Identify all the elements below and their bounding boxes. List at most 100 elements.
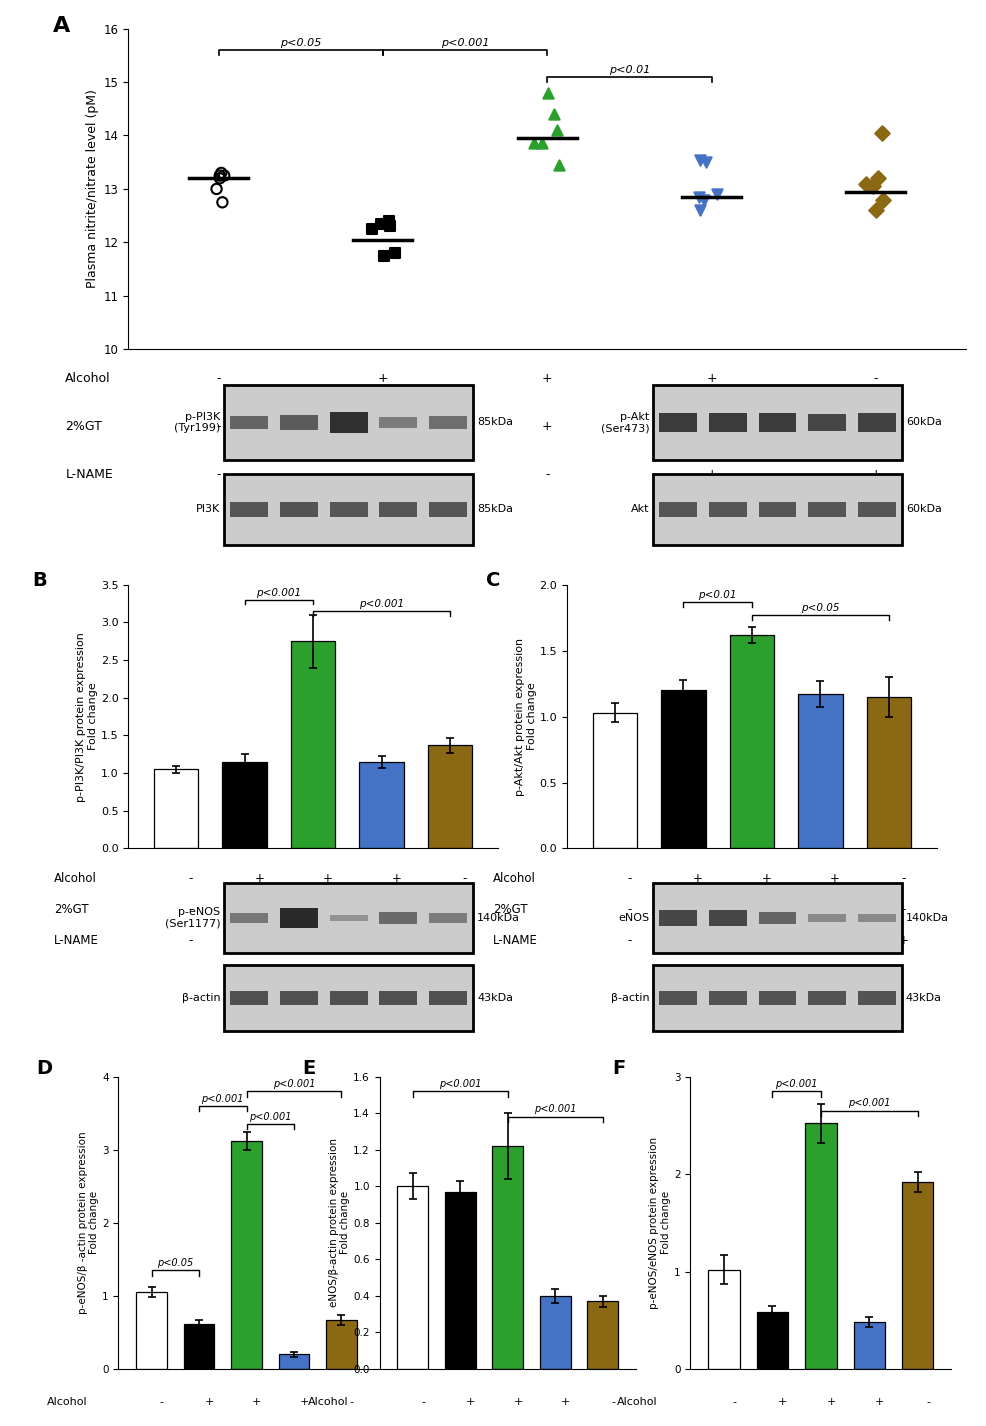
Text: +: +: [693, 873, 703, 886]
Text: PI3K: PI3K: [196, 505, 220, 515]
Point: [869, 200, 884, 222]
Text: E: E: [303, 1060, 316, 1078]
Bar: [225, 473, 473, 545]
Bar: [359, 761, 404, 848]
Text: β-actin: β-actin: [181, 992, 220, 1002]
Bar: [429, 502, 467, 516]
Text: Alcohol: Alcohol: [493, 873, 535, 886]
Bar: [758, 414, 797, 432]
Bar: [291, 642, 335, 848]
Bar: [136, 1292, 167, 1369]
Text: p<0.01: p<0.01: [608, 64, 650, 74]
Bar: [858, 991, 896, 1005]
Text: 2%GT: 2%GT: [65, 419, 103, 434]
Text: -: -: [381, 419, 386, 434]
Y-axis label: Plasma nitrite/nitrate level (pM): Plasma nitrite/nitrate level (pM): [87, 90, 100, 288]
Text: -: -: [696, 903, 700, 915]
Bar: [661, 690, 706, 848]
Text: eNOS: eNOS: [618, 913, 649, 923]
Text: A: A: [53, 16, 70, 36]
Point: [866, 175, 881, 198]
Text: +: +: [875, 1396, 884, 1406]
Text: L-NAME: L-NAME: [65, 468, 113, 481]
Point: [698, 151, 714, 174]
Text: +: +: [706, 468, 717, 481]
Text: +: +: [322, 903, 333, 915]
Text: -: -: [188, 873, 193, 886]
Bar: [858, 914, 896, 923]
Bar: [654, 883, 902, 953]
Text: Alcohol: Alcohol: [54, 873, 97, 886]
Text: +: +: [830, 873, 840, 886]
Bar: [225, 385, 473, 461]
Text: -: -: [901, 873, 906, 886]
Text: 85kDa: 85kDa: [477, 505, 513, 515]
Point: [364, 218, 380, 241]
Text: F: F: [611, 1060, 625, 1078]
Point: [876, 188, 891, 211]
Point: [691, 185, 707, 208]
Bar: [758, 991, 797, 1005]
Text: -: -: [421, 1396, 425, 1406]
Text: C: C: [485, 572, 500, 590]
Bar: [231, 416, 268, 429]
Text: +: +: [378, 372, 388, 385]
Text: 60kDa: 60kDa: [906, 418, 942, 428]
Bar: [428, 746, 472, 848]
Bar: [660, 991, 697, 1005]
Text: p-Akt
(Ser473): p-Akt (Ser473): [600, 412, 649, 434]
Point: [209, 177, 225, 200]
Bar: [709, 502, 746, 516]
Text: -: -: [926, 1396, 930, 1406]
Text: p<0.001: p<0.001: [534, 1105, 577, 1115]
Bar: [588, 1302, 618, 1369]
Text: Alcohol: Alcohol: [617, 1396, 658, 1406]
Bar: [280, 991, 317, 1005]
Text: p<0.001: p<0.001: [439, 1079, 481, 1089]
Bar: [709, 414, 746, 432]
Point: [376, 244, 391, 267]
Point: [212, 164, 228, 187]
Text: p<0.001: p<0.001: [256, 588, 302, 597]
Text: +: +: [898, 934, 908, 947]
Bar: [758, 502, 797, 516]
Bar: [329, 502, 368, 516]
Bar: [708, 1269, 740, 1369]
Text: -: -: [874, 419, 879, 434]
Text: p-PI3K
(Tyr199): p-PI3K (Tyr199): [174, 412, 220, 434]
Y-axis label: p-Akt/Akt protein expression
Fold change: p-Akt/Akt protein expression Fold change: [515, 637, 536, 796]
Point: [870, 167, 885, 190]
Text: -: -: [188, 903, 193, 915]
Point: [696, 188, 712, 211]
Bar: [380, 418, 417, 428]
Text: -: -: [696, 934, 700, 947]
Text: -: -: [188, 934, 193, 947]
Point: [383, 215, 398, 238]
Bar: [222, 761, 267, 848]
Bar: [280, 908, 317, 928]
Text: Alcohol: Alcohol: [308, 1396, 348, 1406]
Text: +: +: [778, 1396, 788, 1406]
Text: p<0.001: p<0.001: [359, 599, 404, 609]
Text: p<0.001: p<0.001: [249, 1112, 292, 1122]
Text: p<0.001: p<0.001: [775, 1079, 818, 1089]
Point: [692, 200, 708, 222]
Bar: [660, 910, 697, 925]
Bar: [329, 914, 368, 921]
Text: -: -: [216, 372, 221, 385]
Text: -: -: [874, 372, 879, 385]
Text: +: +: [871, 468, 881, 481]
Text: p<0.05: p<0.05: [801, 603, 839, 613]
Text: +: +: [322, 873, 333, 886]
Bar: [429, 991, 467, 1005]
Bar: [429, 913, 467, 923]
Point: [710, 183, 726, 205]
Text: 43kDa: 43kDa: [906, 992, 942, 1002]
Point: [527, 133, 542, 155]
Bar: [540, 1296, 571, 1369]
Bar: [380, 913, 417, 924]
Text: +: +: [252, 1396, 261, 1406]
Text: 140kDa: 140kDa: [477, 913, 520, 923]
Text: p<0.001: p<0.001: [441, 37, 489, 48]
Bar: [280, 415, 317, 429]
